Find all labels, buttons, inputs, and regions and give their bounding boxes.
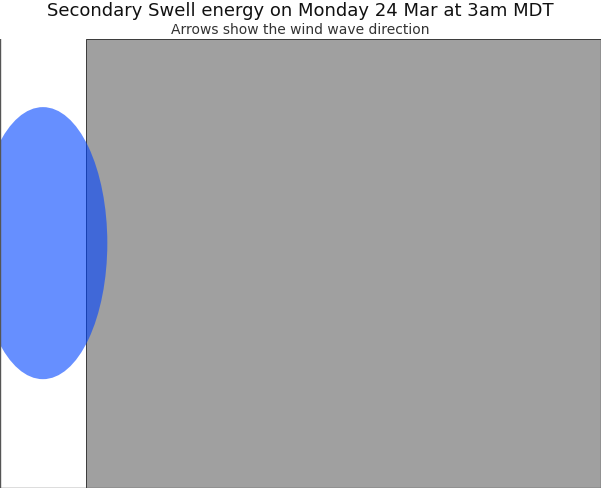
Text: Secondary Swell energy on Monday 24 Mar at 3am MDT: Secondary Swell energy on Monday 24 Mar … (47, 2, 554, 20)
Bar (86, 40, 601, 488)
Ellipse shape (0, 108, 108, 379)
Text: Secondary Swell energy on Monday 24 Mar at 3am MDT: Secondary Swell energy on Monday 24 Mar … (47, 2, 554, 20)
Text: Arrows show the wind wave direction: Arrows show the wind wave direction (171, 23, 430, 37)
Text: Arrows show the wind wave direction: Arrows show the wind wave direction (171, 23, 430, 37)
